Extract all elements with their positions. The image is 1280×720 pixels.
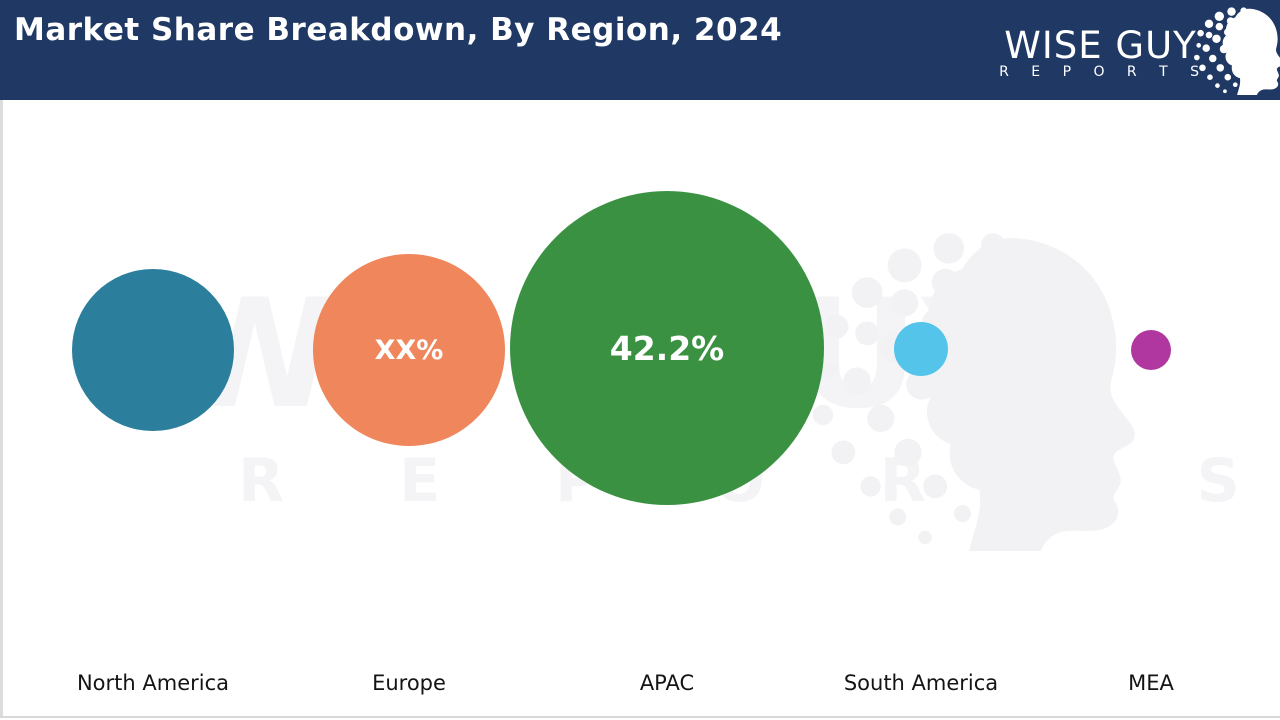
logo-tagline: R E P O R T S (999, 64, 1208, 81)
bubble-apac: 42.2% (510, 191, 824, 505)
bubble-south-america (894, 322, 948, 376)
header: Market Share Breakdown, By Region, 2024 … (0, 0, 1280, 100)
left-edge-line (0, 100, 3, 717)
page-title: Market Share Breakdown, By Region, 2024 (14, 12, 783, 48)
bubble-value-europe: XX% (374, 334, 444, 366)
logo-name: WISE GUY (1004, 23, 1197, 67)
logo: WISE GUY R E P O R T S (993, 4, 1280, 96)
category-label-south-america: South America (843, 671, 999, 695)
category-label-mea: MEA (1128, 671, 1174, 695)
bubble-value-apac: 42.2% (609, 328, 725, 368)
category-label-apac: APAC (639, 671, 695, 695)
logo-text: WISE GUY R E P O R T S (993, 23, 1208, 81)
bubble-europe: XX% (313, 254, 505, 446)
category-label-north-america: North America (76, 671, 230, 695)
bottom-edge-line (0, 716, 1280, 718)
bubble-north-america (72, 269, 234, 431)
bubble-mea (1131, 330, 1171, 370)
logo-head-icon (1192, 6, 1280, 95)
category-label-europe: Europe (372, 671, 446, 695)
